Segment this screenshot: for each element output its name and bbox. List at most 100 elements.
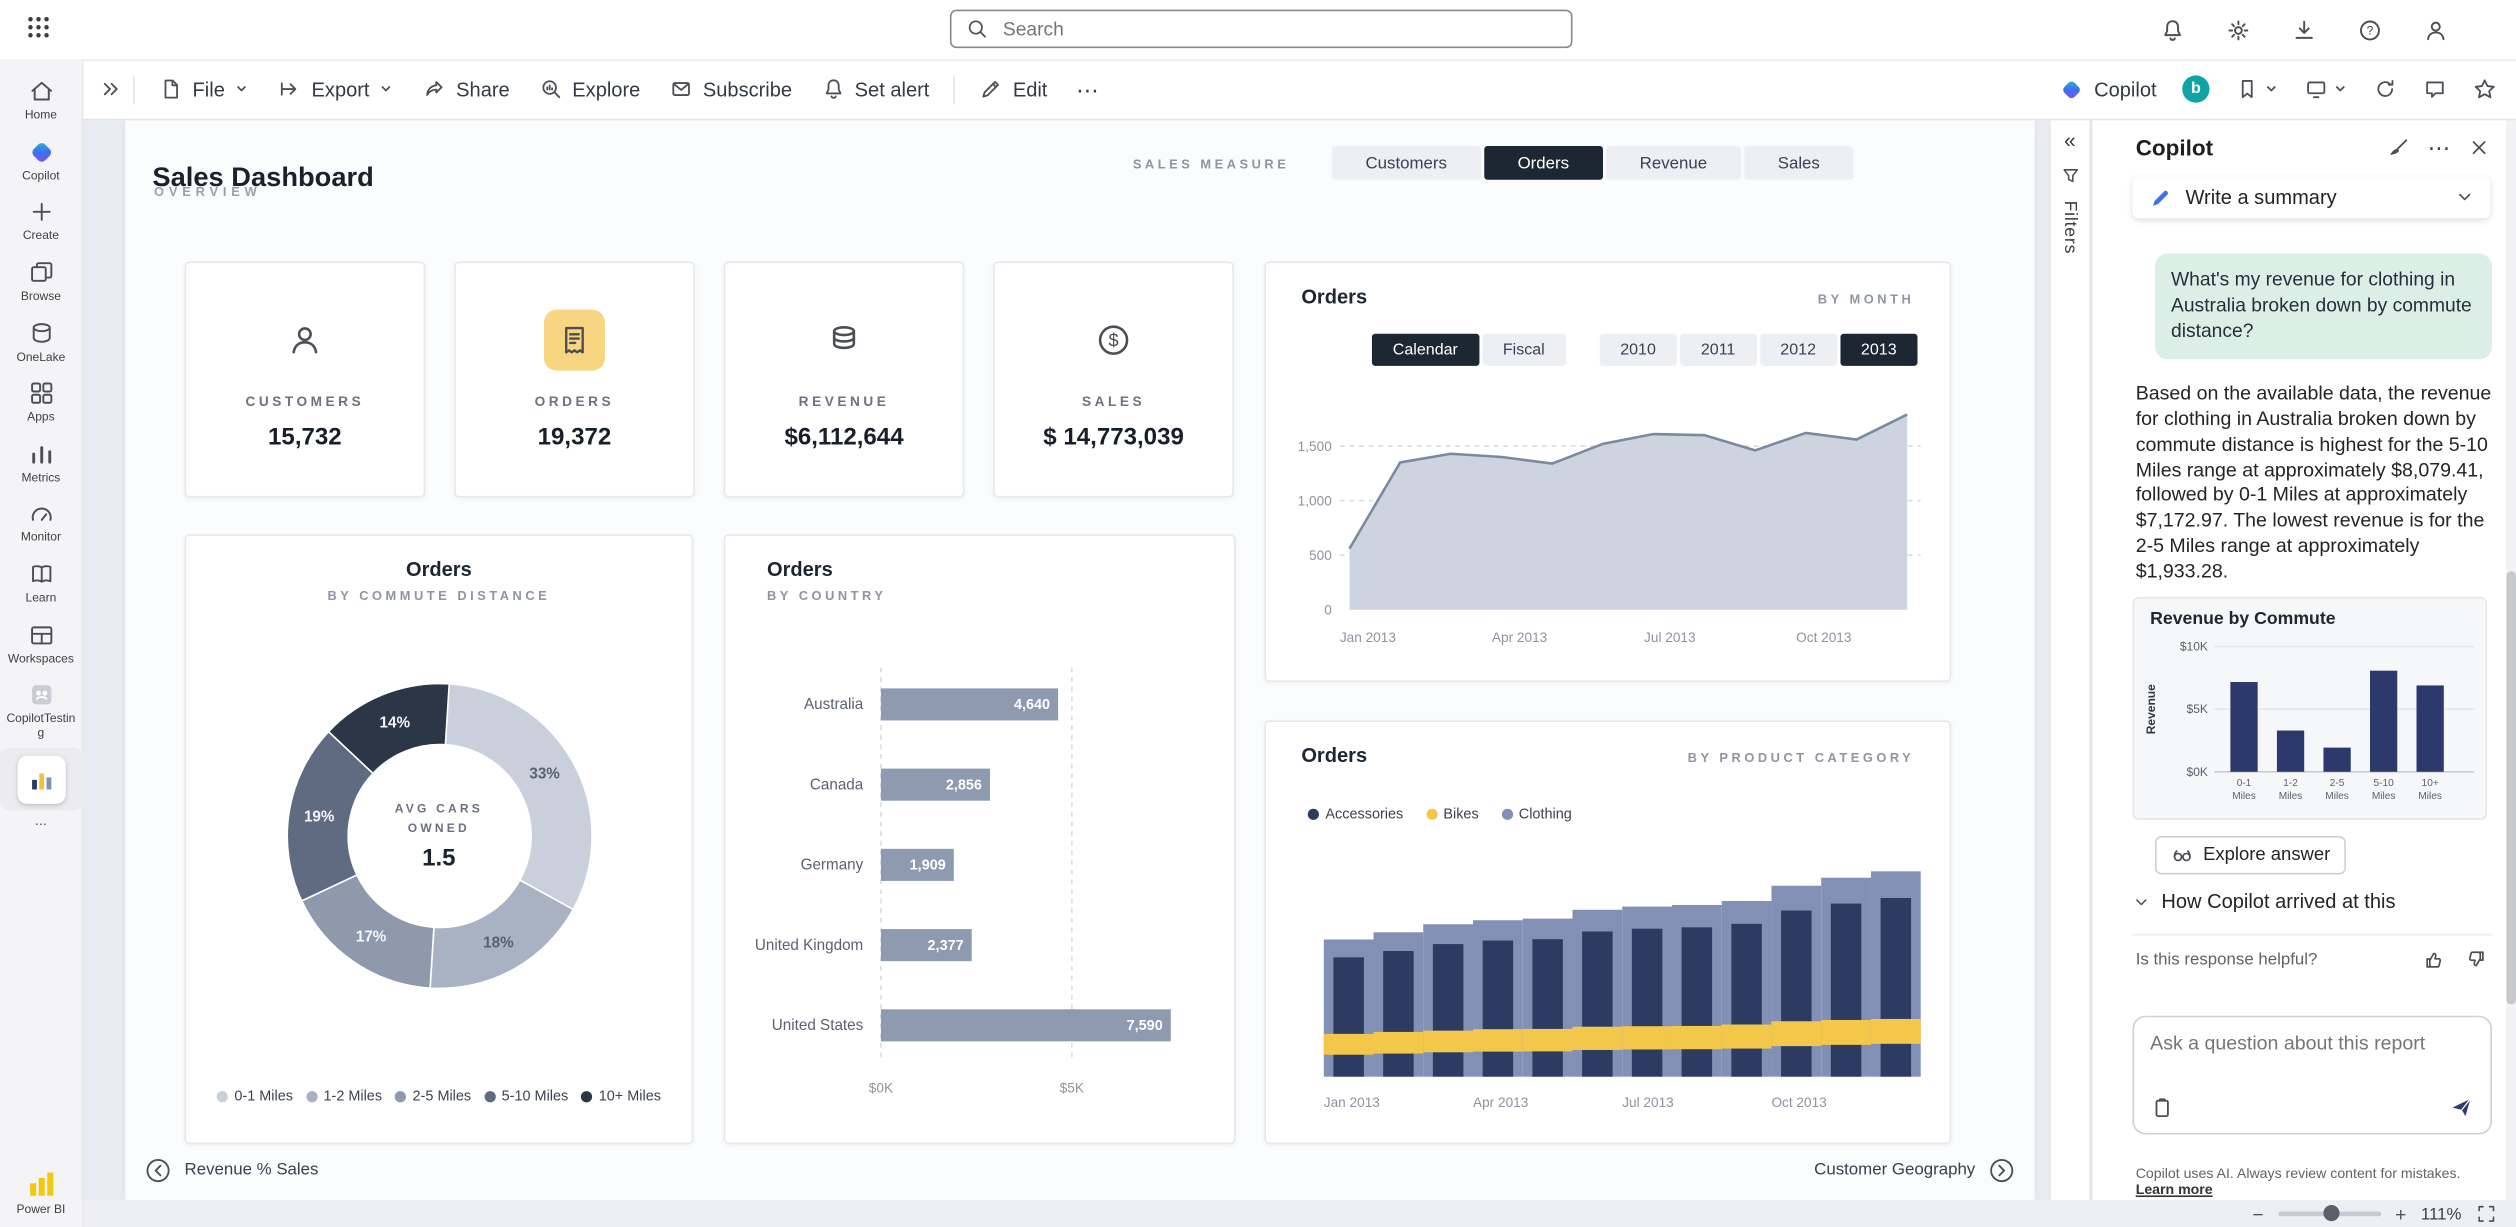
measure-tab-customers[interactable]: Customers [1331, 146, 1481, 180]
next-page-button[interactable]: Customer Geography [1814, 1156, 2015, 1183]
year-2013[interactable]: 2013 [1840, 333, 1918, 366]
sidebar-item-create[interactable]: Create [0, 190, 83, 250]
sidebar-more-button[interactable]: ⋯ [34, 815, 47, 831]
year-2011[interactable]: 2011 [1679, 333, 1757, 366]
clear-chat-broom-icon[interactable] [2386, 136, 2410, 160]
sidebar-item-onelake[interactable]: OneLake [0, 310, 83, 370]
measure-tab-orders[interactable]: Orders [1483, 146, 1603, 180]
copilot-question-input[interactable] [2134, 1017, 2491, 1085]
write-summary-suggestion[interactable]: Write a summary [2132, 176, 2491, 219]
commute-distance-donut-chart[interactable]: 33% 18% 17% 19% 14% [255, 651, 624, 1020]
view-mode-button[interactable] [2304, 59, 2347, 118]
kpi-card-customers[interactable]: CUSTOMERS 15,732 [184, 261, 426, 498]
measure-tab-sales[interactable]: Sales [1744, 146, 1854, 180]
category-legend-item[interactable]: Accessories [1307, 806, 1403, 822]
orders-by-category-chart[interactable]: Jan 2013 Apr 2013 Jul 2013 Oct 2013 [1279, 825, 1940, 1133]
glasses-icon [2173, 850, 2191, 862]
sidebar-item-monitor[interactable]: Monitor [0, 492, 83, 552]
notifications-bell-icon[interactable] [2160, 17, 2186, 43]
edit-button[interactable]: Edit [965, 59, 1062, 118]
commute-legend-item[interactable]: 2-5 Miles [394, 1088, 471, 1104]
kpi-card-revenue[interactable]: REVENUE $6,112,644 [723, 261, 965, 498]
sidebar-item-browse[interactable]: Browse [0, 250, 83, 310]
zoom-slider[interactable] [2278, 1205, 2381, 1222]
toggle-fiscal[interactable]: Fiscal [1481, 333, 1566, 366]
category-legend-item[interactable]: Bikes [1425, 806, 1479, 822]
zoom-slider-thumb[interactable] [2324, 1205, 2341, 1222]
thumbs-down-icon[interactable] [2465, 948, 2487, 970]
waffle-menu-icon[interactable] [26, 14, 52, 40]
subscribe-button[interactable]: Subscribe [655, 59, 807, 118]
learn-more-link[interactable]: Learn more [2135, 1180, 2213, 1198]
sidebar-item-copilottesting-workspace[interactable]: CopilotTesting [0, 673, 83, 747]
file-menu-button[interactable]: File [144, 59, 263, 118]
refresh-icon[interactable] [2373, 77, 2397, 101]
sidebar-item-workspaces[interactable]: Workspaces [0, 612, 83, 672]
commute-legend-item[interactable]: 5-10 Miles [483, 1088, 568, 1104]
category-legend: Accessories Bikes Clothing [1307, 806, 1572, 822]
commute-legend-item[interactable]: 1-2 Miles [305, 1088, 382, 1104]
expand-pane-chevrons-icon[interactable] [99, 77, 123, 101]
scrollbar-thumb[interactable] [2506, 571, 2516, 1005]
copilot-toolbar-button[interactable]: Copilot [2059, 59, 2157, 118]
settings-gear-icon[interactable] [2226, 17, 2252, 43]
explore-answer-button[interactable]: Explore answer [2154, 835, 2347, 875]
prev-page-button[interactable]: Revenue % Sales [144, 1156, 318, 1183]
set-alert-button[interactable]: Set alert [807, 59, 944, 118]
export-menu-button[interactable]: Export [263, 59, 408, 118]
thumbs-up-icon[interactable] [2423, 948, 2445, 970]
send-icon[interactable] [2449, 1094, 2475, 1120]
help-icon[interactable]: ? [2357, 17, 2383, 43]
commute-legend-item[interactable]: 10+ Miles [581, 1088, 661, 1104]
account-badge[interactable]: b [2182, 75, 2210, 103]
download-icon[interactable] [2291, 17, 2317, 43]
account-person-icon[interactable] [2423, 17, 2449, 43]
sidebar-item-power-bi[interactable]: Power BI [0, 1161, 83, 1227]
explore-button[interactable]: Explore [524, 59, 655, 118]
chevron-down-icon [237, 86, 247, 92]
copilot-input-box[interactable] [2132, 1015, 2492, 1135]
share-button[interactable]: Share [408, 59, 524, 118]
sidebar-item-home[interactable]: Home [0, 69, 83, 129]
how-copilot-arrived-toggle[interactable]: How Copilot arrived at this [2133, 891, 2396, 913]
copilot-more-icon[interactable]: ⋯ [2427, 134, 2451, 161]
report-canvas: Sales Dashboard OVERVIEW SALES MEASURE C… [83, 118, 2050, 1201]
bookmarks-button[interactable] [2235, 59, 2278, 118]
filter-funnel-icon[interactable] [2059, 165, 2080, 186]
category-legend-item[interactable]: Clothing [1501, 806, 1572, 822]
close-icon[interactable] [2468, 136, 2490, 158]
kpi-card-sales[interactable]: $ SALES $ 14,773,039 [993, 261, 1234, 498]
sidebar-item-metrics[interactable]: Metrics [0, 431, 83, 491]
orders-by-month-chart[interactable]: 1,500 1,000 500 0 Jan 2013 Apr 2013 Jul 2013 Oc… [1279, 385, 1940, 674]
orders-by-country-chart[interactable]: $0K $5K Australia 4,640 Canada 2,856 Germany 1,… [725, 648, 1237, 1129]
sidebar-item-open-report[interactable] [0, 746, 83, 810]
calendar-fiscal-toggle: Calendar Fiscal [1371, 333, 1566, 366]
commute-legend-item[interactable]: 0-1 Miles [216, 1088, 293, 1104]
zoom-in-button[interactable]: + [2395, 1202, 2407, 1226]
favorite-star-icon[interactable] [2473, 77, 2497, 101]
measure-tab-revenue[interactable]: Revenue [1605, 146, 1741, 180]
copilot-chart-card[interactable]: Revenue by Commute $10K $5K $0K Revenue 0-1 M… [2132, 596, 2488, 820]
search-input[interactable] [999, 16, 1557, 42]
year-2010[interactable]: 2010 [1599, 333, 1677, 366]
year-2012[interactable]: 2012 [1759, 333, 1837, 366]
copilot-icon [31, 142, 51, 162]
filters-pane-label[interactable]: Filters [2060, 200, 2080, 255]
comment-icon[interactable] [2423, 77, 2447, 101]
toggle-calendar[interactable]: Calendar [1371, 333, 1479, 366]
clipboard-icon[interactable] [2150, 1096, 2174, 1120]
kpi-label: CUSTOMERS [245, 392, 365, 409]
sidebar-item-learn[interactable]: Learn [0, 552, 83, 612]
sidebar-item-apps[interactable]: Apps [0, 371, 83, 431]
sidebar-item-copilot[interactable]: Copilot [0, 129, 83, 189]
global-search[interactable] [949, 9, 1573, 49]
zoom-out-button[interactable]: − [2252, 1202, 2264, 1226]
fit-to-screen-icon[interactable] [2476, 1203, 2497, 1224]
expand-filters-chevrons-icon[interactable]: « [2064, 128, 2076, 153]
vertical-scrollbar[interactable] [2506, 118, 2516, 1201]
revenue-by-commute-chart[interactable]: $10K $5K $0K Revenue 0-1 Miles 1-2 Miles 2-5 Mile… [2141, 624, 2484, 810]
kpi-card-orders[interactable]: ORDERS 19,372 [454, 261, 695, 498]
svg-text:$10K: $10K [2180, 640, 2208, 654]
toolbar-more-button[interactable]: ⋯ [1076, 76, 1099, 102]
svg-text:1-2: 1-2 [2283, 778, 2298, 789]
